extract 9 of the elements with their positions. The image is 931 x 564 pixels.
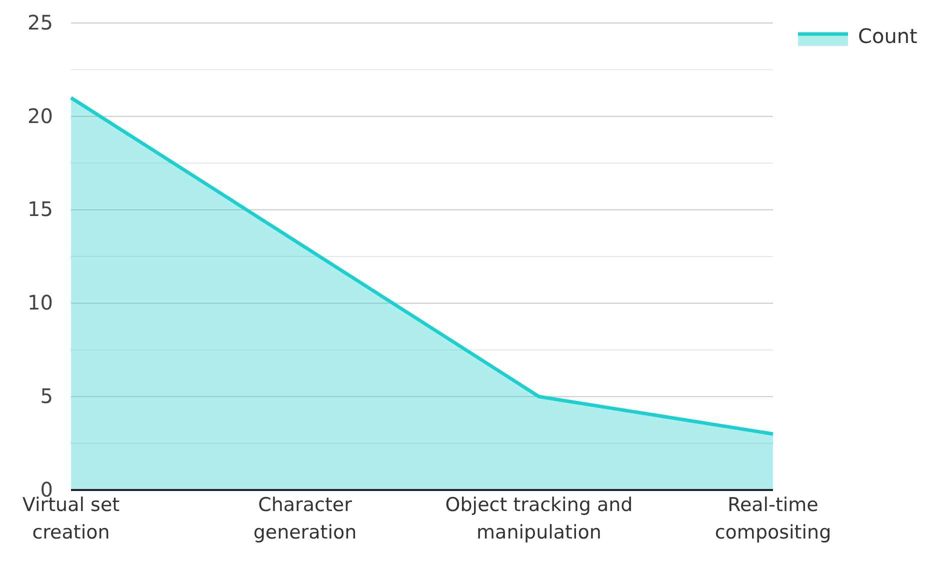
y-tick-label: 15 (28, 197, 53, 222)
y-tick-label: 20 (28, 104, 53, 128)
x-tick-label: Object tracking and manipulation (445, 494, 633, 544)
y-tick-label: 5 (40, 384, 53, 408)
x-tick-label: Character generation (253, 494, 357, 544)
y-tick-label: 25 (28, 10, 53, 34)
y-tick-label: 10 (28, 290, 53, 315)
x-tick-label: Real-time compositing (714, 494, 832, 544)
legend-label: Count (858, 24, 918, 48)
